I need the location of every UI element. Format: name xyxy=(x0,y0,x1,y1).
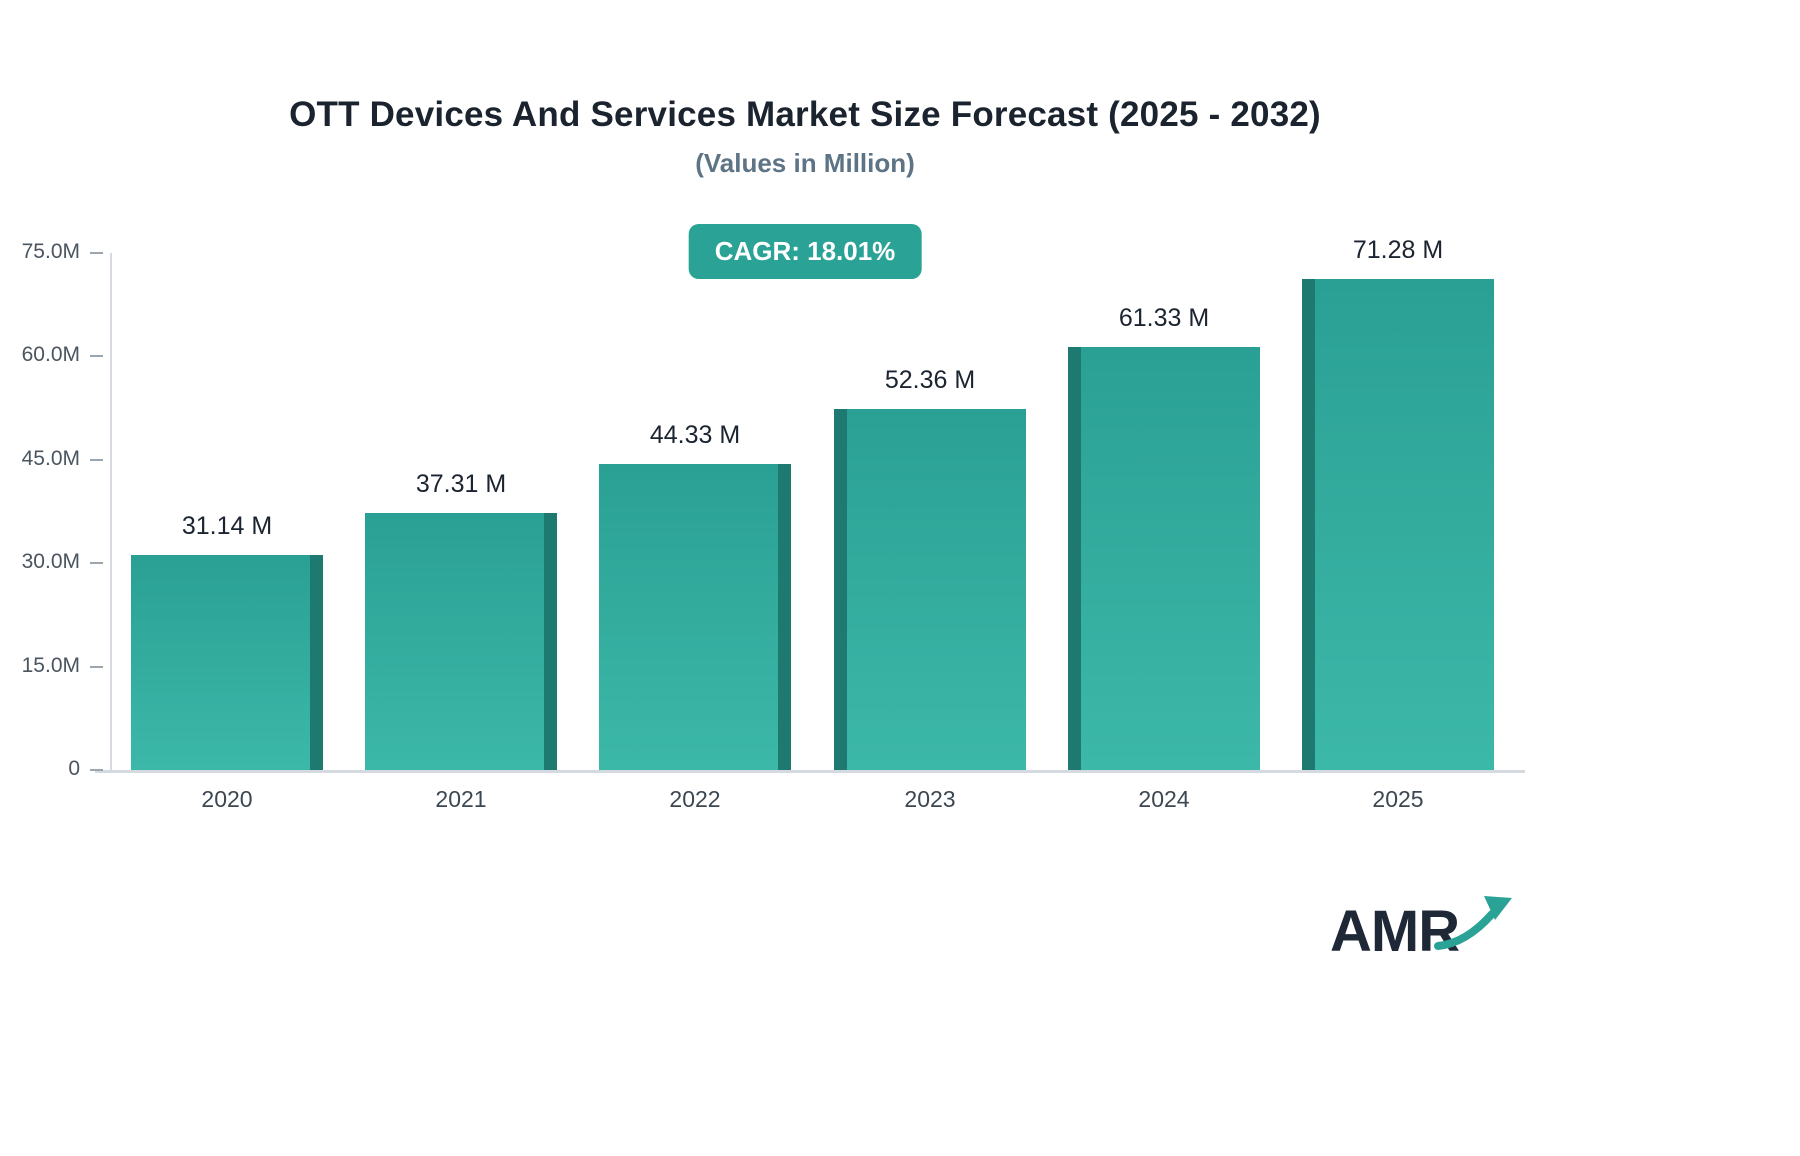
y-axis-tick-label: 75.0M xyxy=(21,240,80,263)
y-axis-tick-label: 30.0M xyxy=(21,550,80,574)
y-axis-tick-mark xyxy=(90,769,103,771)
bar xyxy=(1068,347,1260,770)
x-axis-label: 2020 xyxy=(201,786,253,812)
y-axis-tick-label: 0 xyxy=(68,757,80,780)
amr-logo: AMR xyxy=(1330,896,1520,968)
growth-arrow-icon xyxy=(1434,896,1512,950)
y-axis-tick-mark xyxy=(90,355,103,358)
chart-subtitle: (Values in Million) xyxy=(695,148,915,178)
bar-edge xyxy=(1068,347,1081,770)
bar-value-label: 37.31 M xyxy=(415,470,507,498)
bar xyxy=(1302,279,1494,770)
cagr-badge: CAGR: 18.01% xyxy=(688,224,922,279)
amr-logo-text: AMR xyxy=(1330,899,1460,964)
bar-value-label: 44.33 M xyxy=(649,421,741,449)
bar xyxy=(131,555,323,770)
bar-value-label: 52.36 M xyxy=(884,366,976,394)
y-axis-line xyxy=(110,253,112,770)
bar-edge xyxy=(310,555,323,770)
chart-title: OTT Devices And Services Market Size For… xyxy=(289,95,1321,134)
y-axis-tick-mark xyxy=(90,665,103,668)
bar-value-label: 31.14 M xyxy=(181,512,273,540)
y-axis-tick-mark xyxy=(90,458,103,461)
x-axis-label: 2025 xyxy=(1372,786,1424,812)
y-axis-tick-label: 45.0M xyxy=(21,446,80,470)
y-axis-tick-mark xyxy=(90,252,103,254)
x-axis-line xyxy=(95,770,1525,773)
bar-value-label: 61.33 M xyxy=(1118,304,1210,332)
y-axis-tick-label: 15.0M xyxy=(21,653,80,677)
bar xyxy=(834,409,1026,770)
y-axis-tick-mark xyxy=(90,562,103,565)
bar-edge xyxy=(778,464,791,770)
x-axis-label: 2023 xyxy=(904,786,956,812)
x-axis-label: 2022 xyxy=(669,786,721,812)
bar-value-label: 71.28 M xyxy=(1352,236,1444,264)
y-axis-tick-label: 60.0M xyxy=(21,343,80,367)
bar xyxy=(365,513,557,770)
bar-edge xyxy=(1302,279,1315,770)
bar-edge xyxy=(544,513,557,770)
x-axis-label: 2024 xyxy=(1138,786,1190,812)
bar xyxy=(599,464,791,770)
x-axis-label: 2021 xyxy=(435,786,487,812)
bar-edge xyxy=(834,409,847,770)
